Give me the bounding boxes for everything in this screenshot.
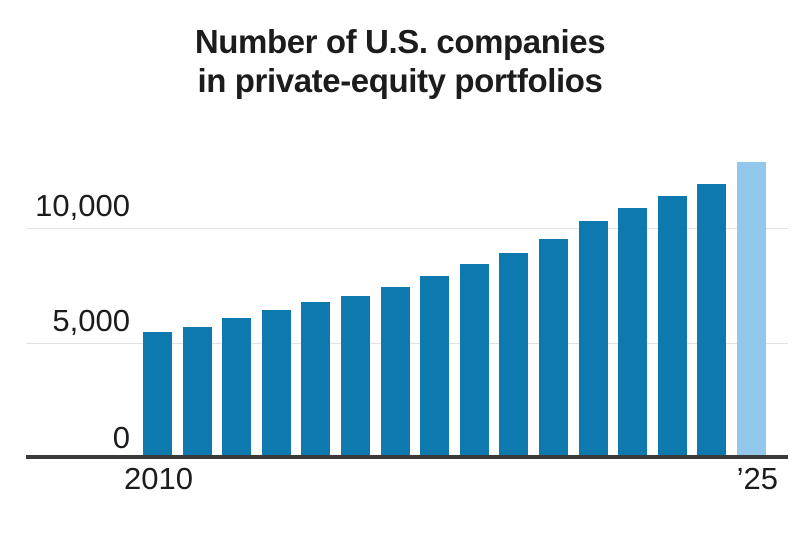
x-tick-label-last: ’25 xyxy=(736,461,778,496)
bar-2021[interactable] xyxy=(578,221,608,455)
bar-2018[interactable] xyxy=(459,264,489,455)
x-axis-line xyxy=(26,455,788,459)
y-tick-label-10000: 10,000 xyxy=(35,188,130,223)
bar-2020[interactable] xyxy=(539,239,568,455)
bar-2014[interactable] xyxy=(301,301,331,455)
chart-title-line-2: in private-equity portfolios xyxy=(197,62,603,99)
bar-2013[interactable] xyxy=(261,309,291,455)
bar-2010[interactable] xyxy=(143,332,172,455)
bar-2016[interactable] xyxy=(380,287,410,455)
gridline-10000 xyxy=(26,228,788,229)
bar-2023[interactable] xyxy=(657,196,687,455)
bar-2015[interactable] xyxy=(341,296,370,455)
bar-2024[interactable] xyxy=(697,183,727,455)
chart-title: Number of U.S. companies in private-equi… xyxy=(0,22,800,100)
x-tick-label-first: 2010 xyxy=(124,461,193,496)
bar-2012[interactable] xyxy=(222,317,252,455)
y-tick-label-5000: 5,000 xyxy=(52,303,130,338)
y-tick-label-0: 0 xyxy=(112,420,130,455)
bar-2017[interactable] xyxy=(420,275,450,455)
bar-2025[interactable] xyxy=(737,162,766,455)
bar-2019[interactable] xyxy=(499,252,529,455)
bar-2011[interactable] xyxy=(182,326,212,455)
chart-title-line-1: Number of U.S. companies xyxy=(194,23,606,60)
bar-2022[interactable] xyxy=(618,207,648,455)
